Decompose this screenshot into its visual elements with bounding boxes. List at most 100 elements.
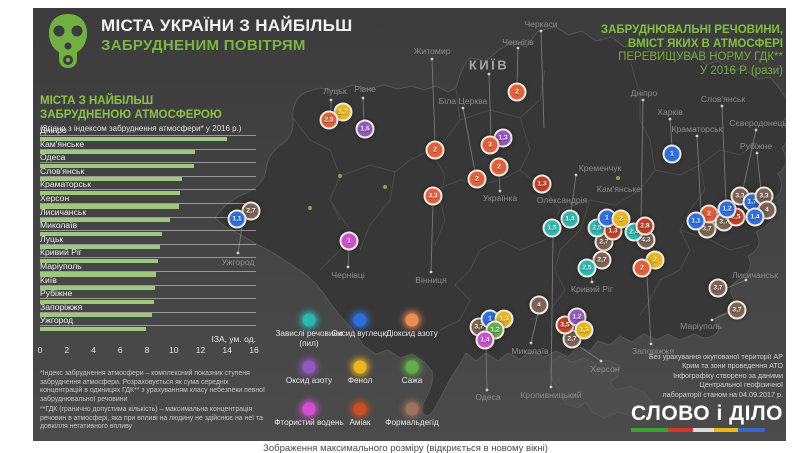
legend-dot-dust — [302, 313, 316, 327]
leader-anchor-dot — [529, 341, 533, 345]
marker-dust: 2,5 — [577, 258, 597, 278]
footnote-iza: *Індекс забруднення атмосфери – комплекс… — [40, 370, 265, 403]
logo-stripe-segment — [668, 428, 693, 432]
leader-anchor-dot — [574, 173, 578, 177]
source-line: лабораторії станом на 04.09.2017 р. — [662, 389, 783, 399]
map-label-city: Житомир — [413, 46, 451, 56]
marker-hcho: 4 — [529, 295, 549, 315]
leader-line — [516, 47, 519, 86]
bar-city-label: Рубіжне — [40, 288, 73, 299]
map-label-city: Маріуполь — [680, 321, 722, 331]
logo-stripe-segment — [714, 428, 739, 432]
bar-value — [40, 190, 181, 196]
map-city-dots — [308, 174, 620, 210]
axis-tick-label: 4 — [91, 345, 96, 355]
page-caption-link[interactable]: Зображення максимального розміру (відкри… — [263, 443, 548, 453]
legend-label-hcho: Формальдегід — [385, 418, 439, 427]
bar-value — [40, 218, 170, 223]
legend-dot-co — [353, 313, 367, 327]
marker-hf: 1,4 — [475, 330, 495, 350]
logo-text: СЛОВО і ДІЛО — [630, 402, 783, 425]
leader-line — [431, 58, 436, 143]
map-label-city: Кам'янське — [596, 184, 642, 194]
axis-tick-label: 0 — [37, 345, 43, 355]
bar-city-label: Лисичанськ — [40, 206, 87, 217]
bar-underline — [40, 148, 256, 150]
bar-chart-subtitle: (Згідно з індексом забруднення атмосфери… — [40, 124, 242, 133]
leader-anchor-dot — [641, 98, 645, 102]
axis-tick-label: 8 — [144, 345, 150, 355]
leader-line — [430, 202, 434, 273]
bar-city-label: Одеса — [40, 152, 66, 163]
leader-line — [696, 135, 702, 215]
crimea-shape — [549, 355, 653, 419]
map-label-city: Дніпро — [630, 88, 658, 98]
source-line: Інфографіку створено за даними — [673, 370, 783, 380]
leader-line — [540, 30, 545, 129]
leader-anchor-dot — [539, 29, 543, 33]
map-label-city: Черкаси — [524, 19, 558, 29]
leader-anchor-dot — [346, 265, 350, 269]
bar-value — [40, 272, 157, 277]
leader-anchor-dot — [236, 251, 240, 255]
marker-no2: 3 — [480, 135, 500, 155]
leader-line — [579, 346, 602, 362]
leader-line — [756, 152, 762, 191]
bar-underline — [40, 202, 256, 204]
map-label-city: Чернігів — [502, 37, 534, 47]
marker-co: 1,1 — [686, 211, 706, 231]
leader-anchor-dot — [754, 128, 758, 132]
legend-label-soot: Сажа — [401, 376, 423, 385]
leader-anchor-dot — [430, 57, 434, 61]
bar-city-label: Маріуполь — [40, 260, 82, 271]
marker-co: 1,4 — [745, 207, 765, 227]
bar-chart-row: Одеса — [40, 152, 256, 168]
axis-tick-label: 6 — [117, 345, 123, 355]
legend-dot-no — [302, 360, 316, 374]
legend-label-hf: Фтористий водень — [274, 418, 344, 427]
map-label-city: Краматорськ — [671, 124, 723, 134]
marker-no2: 3,3 — [423, 186, 443, 206]
leader-anchor-dot — [590, 280, 594, 284]
bar-chart-row: Лисичанськ — [40, 206, 256, 223]
marker-nh3: 1,3 — [532, 174, 552, 194]
bar-underline — [40, 216, 256, 218]
leader-anchor-dot — [461, 106, 465, 110]
bar-city-label: Запоріжжя — [40, 301, 83, 312]
map-label-city: Біла Церква — [438, 96, 488, 106]
leader-line — [570, 174, 577, 213]
legend-label-co: Оксид вуглецю — [331, 329, 389, 338]
bar-chart-row: Луцьк — [40, 233, 256, 250]
bar-underline — [40, 230, 256, 232]
leader-anchor-dot — [549, 385, 553, 389]
legend-label-phenol: Фенол — [347, 376, 373, 385]
legend-label-nh3: Аміак — [349, 418, 371, 427]
leader-anchor-dot — [599, 359, 603, 363]
slovo-i-dilo-logo: СЛОВО і ДІЛО — [630, 402, 783, 432]
bar-value — [40, 326, 146, 331]
bar-value — [40, 150, 196, 155]
bar-underline — [40, 325, 256, 327]
legend-dot-hcho — [405, 402, 419, 416]
leader-line — [485, 347, 488, 391]
city-point-dot — [308, 206, 312, 210]
leader-anchor-dot — [720, 104, 724, 108]
leader-anchor-dot — [516, 46, 520, 50]
bar-value — [40, 204, 180, 209]
infographic-title-line1: МІСТА УКРАЇНИ З НАЙБІЛЬШ — [101, 16, 353, 35]
marker-dust: 1,5 — [542, 218, 562, 238]
map-label-city: Олександрія — [536, 195, 588, 205]
bar-city-label: Дніпро — [40, 125, 67, 135]
leader-line — [362, 97, 365, 122]
infographic-card: МІСТА УКРАЇНИ З НАЙБІЛЬШ ЗАБРУДНЕНИМ ПОВ… — [33, 8, 786, 441]
marker-phenol: 1,3 — [574, 320, 594, 340]
axis-unit-label: ІЗА, ум. од. — [211, 334, 256, 344]
leader-anchor-dot — [487, 72, 491, 76]
marker-hcho: 3,7 — [708, 278, 728, 298]
bar-value — [40, 286, 156, 291]
bar-value — [40, 177, 182, 182]
bar-value — [40, 136, 228, 141]
leader-line — [488, 73, 492, 138]
bar-chart-row: Рубіжне — [40, 288, 256, 304]
bar-city-label: Луцьк — [40, 233, 64, 244]
